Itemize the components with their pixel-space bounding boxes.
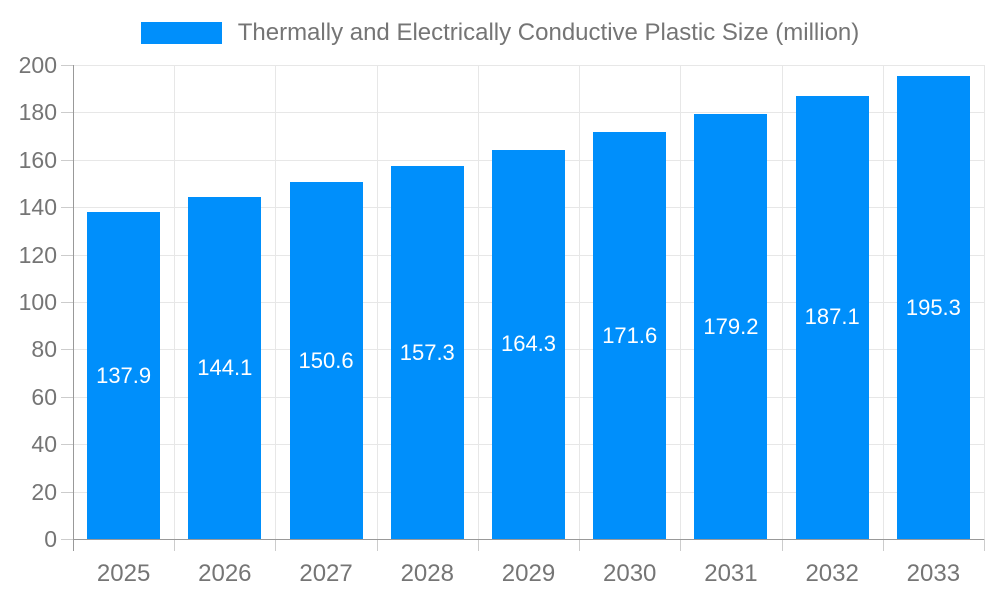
- plot-area: 137.9 144.1 150.6 157.3 164.3 171.6 179.2 187.1…: [73, 65, 985, 539]
- bar-2032[interactable]: 187.1: [795, 95, 869, 539]
- gridline-horizontal: [73, 112, 984, 114]
- bar-2031[interactable]: 179.2: [694, 114, 768, 539]
- gridline-vertical: [275, 65, 277, 539]
- y-axis-tick: [61, 65, 73, 66]
- bar-2033[interactable]: 195.3: [896, 76, 970, 539]
- legend[interactable]: Thermally and Electrically Conductive Pl…: [0, 18, 1000, 48]
- y-axis-line: [73, 65, 74, 551]
- y-axis-label: 200: [18, 52, 57, 78]
- y-axis-tick: [61, 396, 73, 398]
- x-axis-label: 2028: [400, 560, 454, 587]
- bar-2028[interactable]: 157.3: [390, 166, 464, 539]
- y-axis-label: 20: [31, 478, 57, 505]
- gridline-vertical: [579, 65, 581, 539]
- gridline-vertical: [376, 65, 378, 539]
- x-axis-tick: [781, 539, 783, 551]
- gridline-vertical: [781, 65, 783, 539]
- x-axis-label: 2025: [96, 560, 151, 587]
- y-axis-label: 100: [18, 289, 57, 315]
- bar-value-label: 195.3: [905, 294, 961, 320]
- bar-value-label: 137.9: [96, 362, 152, 388]
- x-axis-tick: [680, 539, 682, 551]
- bar-2025[interactable]: 137.9: [87, 212, 161, 539]
- bar-value-label: 171.6: [602, 322, 658, 348]
- gridline-vertical: [984, 65, 985, 539]
- bar-2029[interactable]: 164.3: [492, 149, 565, 539]
- y-axis-tick: [61, 159, 73, 161]
- x-axis-tick: [882, 539, 884, 551]
- x-axis-tick: [174, 539, 176, 551]
- x-axis-tick: [984, 539, 985, 551]
- y-axis-tick: [61, 302, 73, 303]
- bar-value-label: 144.1: [197, 355, 253, 381]
- x-axis-line: [73, 539, 984, 540]
- gridline-vertical: [680, 65, 682, 539]
- x-axis-tick: [275, 539, 277, 551]
- y-axis-tick: [61, 207, 73, 209]
- x-axis-label: 2033: [906, 560, 961, 587]
- x-axis-label: 2026: [198, 560, 252, 587]
- gridline-vertical: [174, 65, 176, 539]
- y-axis-label: 120: [18, 241, 57, 268]
- bar-2026[interactable]: 144.1: [188, 197, 262, 539]
- legend-label: Thermally and Electrically Conductive Pl…: [237, 19, 860, 46]
- bar-2030[interactable]: 171.6: [593, 132, 667, 539]
- gridline-horizontal: [73, 65, 984, 66]
- y-axis-label: 140: [18, 194, 57, 221]
- bar-value-label: 150.6: [298, 347, 354, 373]
- x-axis-label: 2027: [299, 560, 353, 587]
- x-axis-label: 2029: [501, 560, 556, 587]
- x-axis-label: 2031: [704, 560, 758, 587]
- y-axis-label: 80: [31, 336, 57, 363]
- bar-value-label: 179.2: [703, 313, 759, 339]
- y-axis-label: 160: [18, 146, 57, 173]
- y-axis-label: 0: [44, 526, 57, 552]
- gridline-vertical: [882, 65, 884, 539]
- y-axis-label: 180: [18, 99, 57, 126]
- y-axis-label: 60: [31, 383, 57, 410]
- bar-value-label: 187.1: [804, 304, 860, 330]
- y-axis-tick: [61, 444, 73, 446]
- y-axis-tick: [61, 349, 73, 351]
- x-axis-label: 2032: [805, 560, 859, 587]
- x-axis-tick: [376, 539, 378, 551]
- x-axis-tick: [579, 539, 581, 551]
- gridline-vertical: [477, 65, 479, 539]
- y-axis-tick: [61, 491, 73, 493]
- bar-value-label: 164.3: [500, 331, 557, 357]
- y-axis-label: 40: [31, 431, 57, 458]
- bar-2027[interactable]: 150.6: [289, 182, 363, 539]
- y-axis-tick: [61, 539, 73, 540]
- x-axis-label: 2030: [603, 560, 657, 587]
- bar-value-label: 157.3: [399, 339, 455, 365]
- y-axis-tick: [61, 254, 73, 256]
- legend-swatch: [140, 22, 222, 44]
- x-axis-tick: [477, 539, 479, 551]
- y-axis-tick: [61, 112, 73, 114]
